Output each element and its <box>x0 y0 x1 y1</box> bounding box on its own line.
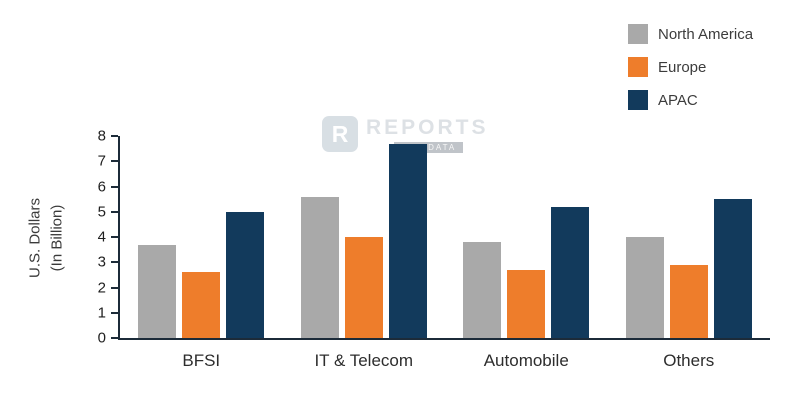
bar-group-it-telecom: IT & Telecom <box>300 136 427 370</box>
category-label-others: Others <box>663 351 715 370</box>
bar-automobile-europe <box>507 269 546 338</box>
y-axis-title-line1: U.S. Dollars <box>26 197 44 279</box>
legend-label-apac: APAC <box>658 91 698 109</box>
y-tick-mark-4 <box>111 236 118 238</box>
bar-bfsi-europe <box>182 272 221 338</box>
bars-others <box>625 136 752 338</box>
category-label-automobile: Automobile <box>483 351 569 370</box>
bar-it-telecom-apac <box>388 143 427 338</box>
bar-automobile-north-america <box>463 242 502 338</box>
bar-bfsi-north-america <box>138 244 177 338</box>
y-tick-label-4: 4 <box>97 228 106 246</box>
watermark: R REPORTS AND DATA <box>322 116 489 153</box>
bar-groups: BFSI IT & Telecom Automobile Others <box>120 136 770 370</box>
bar-others-north-america <box>625 237 664 338</box>
watermark-text-block: REPORTS AND DATA <box>366 116 489 153</box>
y-tick-mark-0 <box>111 337 118 339</box>
legend-item-north-america: North America <box>628 24 753 44</box>
legend: North America Europe APAC <box>628 24 753 110</box>
legend-swatch-apac <box>628 90 648 110</box>
y-tick-mark-5 <box>111 210 118 213</box>
bar-group-others: Others <box>625 136 752 370</box>
watermark-subtext: AND DATA <box>394 142 464 153</box>
bars-it-telecom <box>300 136 427 338</box>
bars-bfsi <box>138 136 265 338</box>
watermark-logo-icon: R <box>322 116 358 152</box>
bar-it-telecom-europe <box>344 237 383 338</box>
bar-group-bfsi: BFSI <box>138 136 265 370</box>
y-tick-label-7: 7 <box>97 152 106 170</box>
legend-label-europe: Europe <box>658 58 707 76</box>
y-axis-title-line2: (In Billion) <box>48 204 65 272</box>
bar-it-telecom-north-america <box>300 196 339 338</box>
legend-swatch-europe <box>628 57 648 77</box>
y-tick-mark-3 <box>111 261 118 264</box>
y-tick-mark-7 <box>111 160 118 163</box>
y-tick-mark-6 <box>111 185 118 188</box>
y-axis-title: U.S. Dollars (In Billion) <box>24 198 68 278</box>
category-label-it-telecom: IT & Telecom <box>314 351 414 370</box>
bar-others-europe <box>669 264 708 338</box>
y-tick-label-1: 1 <box>97 304 106 322</box>
watermark-text: REPORTS <box>366 116 489 139</box>
bars-automobile <box>463 136 590 338</box>
bar-others-apac <box>713 199 752 338</box>
y-tick-label-8: 8 <box>97 127 106 145</box>
y-tick-label-2: 2 <box>97 279 106 296</box>
category-label-bfsi: BFSI <box>182 351 221 370</box>
legend-item-europe: Europe <box>628 57 753 77</box>
y-tick-label-5: 5 <box>97 203 106 221</box>
bar-bfsi-apac <box>226 211 265 338</box>
bar-automobile-apac <box>551 206 590 338</box>
y-tick-label-3: 3 <box>97 253 106 271</box>
y-tick-label-6: 6 <box>97 178 106 195</box>
bar-group-automobile: Automobile <box>463 136 590 370</box>
legend-item-apac: APAC <box>628 90 753 110</box>
legend-label-north-america: North America <box>658 25 754 43</box>
y-tick-mark-2 <box>111 286 118 289</box>
legend-swatch-north-america <box>628 24 648 44</box>
plot-area: BFSI IT & Telecom Automobile Others 0 1 2 3 4 5 6… <box>98 129 770 370</box>
y-tick-mark-1 <box>111 311 118 314</box>
y-tick-label-0: 0 <box>97 329 106 347</box>
y-tick-mark-8 <box>111 135 118 137</box>
